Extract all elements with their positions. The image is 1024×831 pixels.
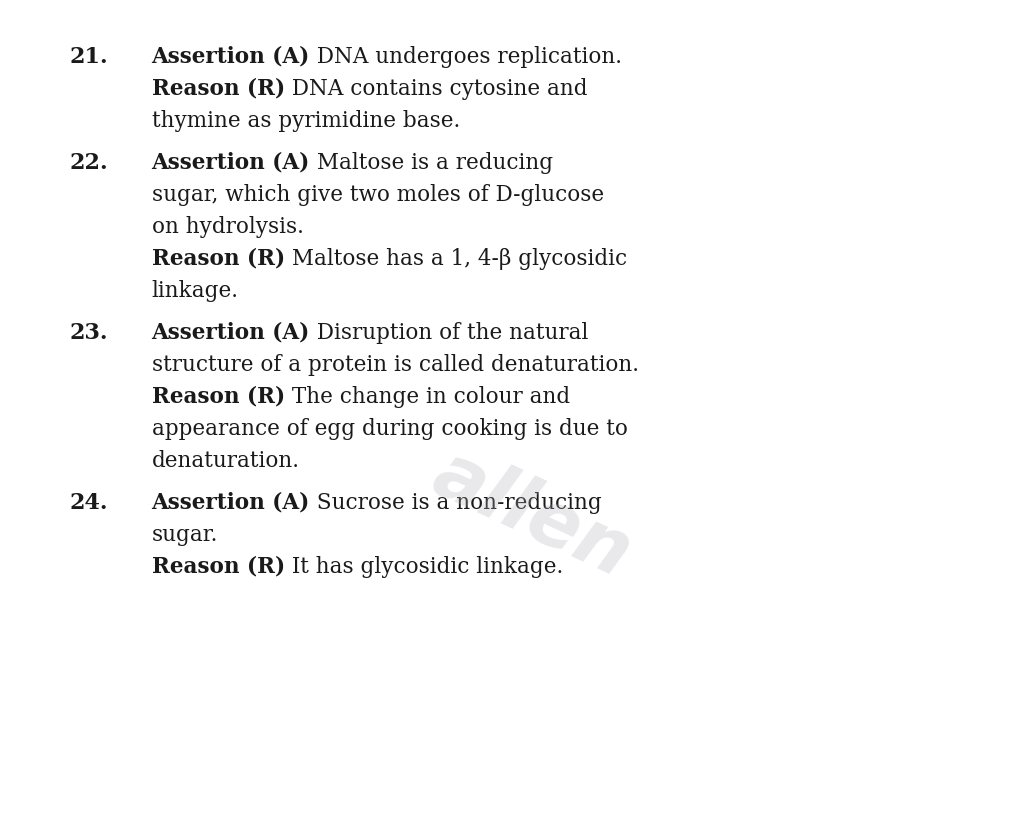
Text: sugar, which give two moles of D-glucose: sugar, which give two moles of D-glucose [152, 184, 604, 205]
Text: 23.: 23. [70, 322, 109, 343]
Text: allen: allen [422, 437, 643, 593]
Text: Reason (R): Reason (R) [152, 248, 285, 269]
Text: Maltose has a 1, 4-β glycosidic: Maltose has a 1, 4-β glycosidic [285, 248, 627, 269]
Text: Disruption of the natural: Disruption of the natural [310, 322, 588, 343]
Text: 21.: 21. [70, 46, 109, 67]
Text: Reason (R): Reason (R) [152, 555, 285, 578]
Text: Assertion (A): Assertion (A) [152, 46, 310, 67]
Text: DNA undergoes replication.: DNA undergoes replication. [310, 46, 622, 67]
Text: Assertion (A): Assertion (A) [152, 491, 310, 514]
Text: Maltose is a reducing: Maltose is a reducing [310, 151, 553, 174]
Text: Sucrose is a non-reducing: Sucrose is a non-reducing [310, 491, 601, 514]
Text: 24.: 24. [70, 491, 109, 514]
Text: Reason (R): Reason (R) [152, 386, 285, 407]
Text: Assertion (A): Assertion (A) [152, 322, 310, 343]
Text: Reason (R): Reason (R) [152, 77, 285, 100]
Text: The change in colour and: The change in colour and [285, 386, 569, 407]
Text: DNA contains cytosine and: DNA contains cytosine and [285, 77, 587, 100]
Text: thymine as pyrimidine base.: thymine as pyrimidine base. [152, 110, 460, 131]
Text: sugar.: sugar. [152, 524, 218, 545]
Text: appearance of egg during cooking is due to: appearance of egg during cooking is due … [152, 417, 628, 440]
Text: denaturation.: denaturation. [152, 450, 300, 471]
Text: on hydrolysis.: on hydrolysis. [152, 215, 303, 238]
Text: 22.: 22. [70, 151, 109, 174]
Text: Assertion (A): Assertion (A) [152, 151, 310, 174]
Text: It has glycosidic linkage.: It has glycosidic linkage. [285, 555, 563, 578]
Text: linkage.: linkage. [152, 279, 239, 302]
Text: structure of a protein is called denaturation.: structure of a protein is called denatur… [152, 353, 639, 376]
